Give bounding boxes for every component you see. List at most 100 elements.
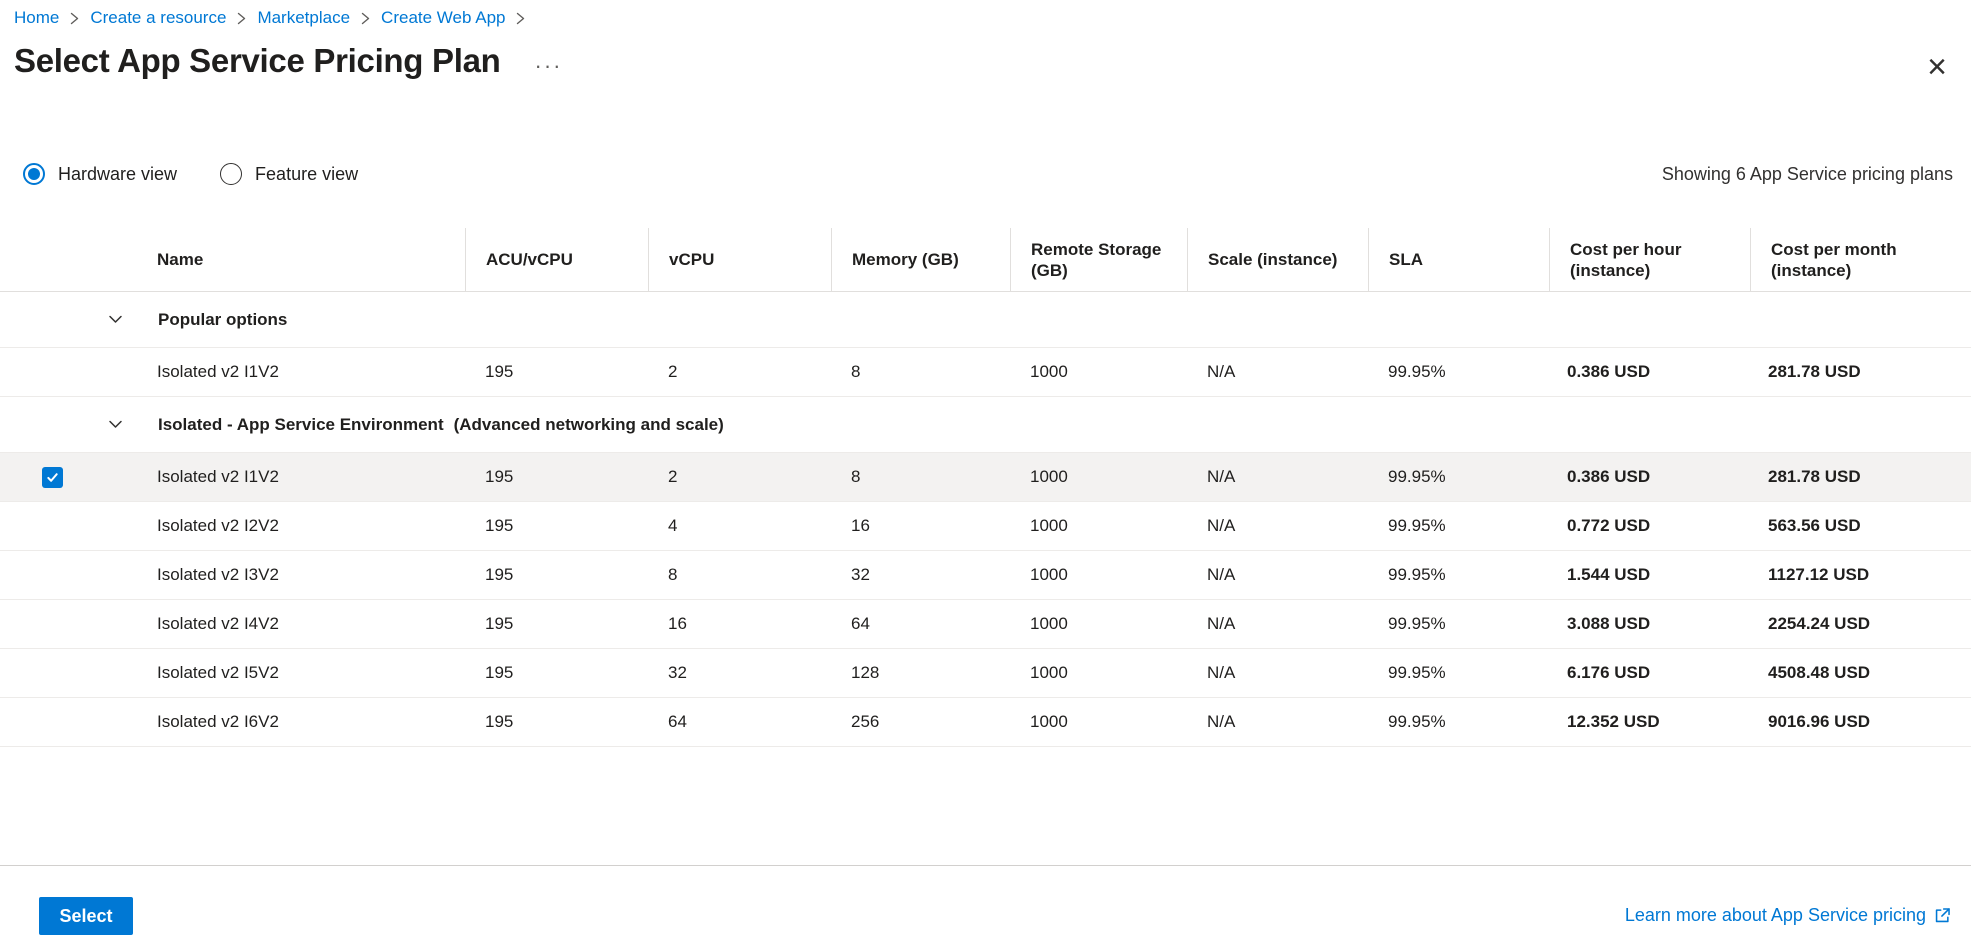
chevron-right-icon: [235, 10, 248, 27]
group-row[interactable]: Popular options: [0, 292, 1971, 348]
chevron-right-icon: [514, 10, 527, 27]
cell-cost-hour: 6.176 USD: [1567, 663, 1651, 682]
table-row[interactable]: Isolated v2 I2V2 195 4 16 1000 N/A 99.95…: [0, 502, 1971, 551]
chevron-right-icon: [359, 10, 372, 27]
row-checkbox[interactable]: [42, 466, 63, 488]
radio-icon: [220, 163, 243, 185]
column-header-select: [0, 228, 120, 292]
breadcrumb-link[interactable]: Marketplace: [257, 8, 351, 27]
cell-cost-hour: 0.386 USD: [1567, 467, 1651, 486]
cell-remote-storage: 1000: [1030, 565, 1068, 584]
table-row[interactable]: Isolated v2 I4V2 195 16 64 1000 N/A 99.9…: [0, 600, 1971, 649]
cell-remote-storage: 1000: [1030, 712, 1068, 731]
cell-sla: 99.95%: [1388, 614, 1446, 633]
cell-cost-hour: 3.088 USD: [1567, 614, 1651, 633]
cell-vcpu: 32: [668, 663, 687, 682]
cell-cost-month: 9016.96 USD: [1768, 712, 1871, 731]
cell-scale: N/A: [1207, 614, 1236, 633]
cell-cost-hour: 1.544 USD: [1567, 565, 1651, 584]
cell-remote-storage: 1000: [1030, 516, 1068, 535]
cell-name: Isolated v2 I1V2: [157, 467, 279, 486]
cell-acu: 195: [485, 565, 514, 584]
cell-name: Isolated v2 I3V2: [157, 565, 279, 584]
radio-icon: [23, 163, 45, 185]
cell-memory: 16: [851, 516, 870, 535]
column-header-cost-hour: Cost per hour (instance): [1549, 228, 1750, 292]
cell-name: Isolated v2 I6V2: [157, 712, 279, 731]
view-toggle: Hardware view Feature view: [23, 163, 401, 185]
table-header-row: Name ACU/vCPU vCPU Memory (GB) Remote St…: [0, 228, 1971, 292]
cell-vcpu: 8: [668, 565, 678, 584]
table-row[interactable]: Isolated v2 I1V2 195 2 8 1000 N/A 99.95%…: [0, 348, 1971, 397]
page-title: Select App Service Pricing Plan: [14, 42, 501, 79]
cell-scale: N/A: [1207, 362, 1236, 381]
group-row[interactable]: Isolated - App Service Environment (Adva…: [0, 397, 1971, 453]
table-body: Popular options Isolated v2 I1V2 195 2 8…: [0, 292, 1971, 747]
cell-memory: 8: [851, 362, 861, 381]
table-row[interactable]: Isolated v2 I6V2 195 64 256 1000 N/A 99.…: [0, 698, 1971, 747]
column-header-name: Name: [157, 250, 204, 270]
cell-cost-hour: 0.772 USD: [1567, 516, 1651, 535]
radio-hardware-view[interactable]: Hardware view: [23, 163, 177, 185]
cell-vcpu: 64: [668, 712, 687, 731]
cell-remote-storage: 1000: [1030, 467, 1068, 486]
table-row[interactable]: Isolated v2 I3V2 195 8 32 1000 N/A 99.95…: [0, 551, 1971, 600]
cell-acu: 195: [485, 663, 514, 682]
cell-cost-month: 281.78 USD: [1768, 362, 1861, 381]
cell-memory: 256: [851, 712, 880, 731]
cell-scale: N/A: [1207, 467, 1236, 486]
group-label: Popular options: [158, 309, 288, 329]
cell-name: Isolated v2 I2V2: [157, 516, 279, 535]
cell-memory: 128: [851, 663, 880, 682]
table-row[interactable]: Isolated v2 I5V2 195 32 128 1000 N/A 99.…: [0, 649, 1971, 698]
cell-name: Isolated v2 I1V2: [157, 362, 279, 381]
footer-divider: [0, 865, 1971, 866]
cell-acu: 195: [485, 362, 514, 381]
cell-vcpu: 16: [668, 614, 687, 633]
cell-vcpu: 2: [668, 362, 678, 381]
table-row[interactable]: Isolated v2 I1V2 195 2 8 1000 N/A 99.95%…: [0, 453, 1971, 502]
group-label: Isolated - App Service Environment: [158, 414, 444, 434]
cell-memory: 8: [851, 467, 861, 486]
more-options-icon[interactable]: ···: [534, 53, 563, 78]
breadcrumb: Home Create a resource Marketplace Creat…: [14, 8, 536, 28]
cell-remote-storage: 1000: [1030, 614, 1068, 633]
column-header-scale: Scale (instance): [1187, 228, 1368, 292]
cell-sla: 99.95%: [1388, 712, 1446, 731]
breadcrumb-link[interactable]: Create Web App: [381, 8, 506, 27]
radio-feature-view[interactable]: Feature view: [220, 163, 358, 185]
cell-vcpu: 4: [668, 516, 678, 535]
plans-count-summary: Showing 6 App Service pricing plans: [1661, 163, 1953, 184]
cell-memory: 64: [851, 614, 870, 633]
cell-name: Isolated v2 I5V2: [157, 663, 279, 682]
learn-more-link[interactable]: Learn more about App Service pricing: [1625, 905, 1952, 926]
select-button[interactable]: Select: [39, 897, 133, 935]
radio-label: Hardware view: [58, 163, 178, 184]
external-link-icon: [1933, 906, 1952, 925]
cell-remote-storage: 1000: [1030, 362, 1068, 381]
column-header-sla: SLA: [1368, 228, 1549, 292]
chevron-right-icon: [68, 10, 81, 27]
chevron-down-icon[interactable]: [107, 311, 124, 328]
column-header-acu: ACU/vCPU: [465, 228, 648, 292]
chevron-down-icon[interactable]: [107, 416, 124, 433]
breadcrumb-link[interactable]: Home: [14, 8, 60, 27]
cell-cost-month: 1127.12 USD: [1768, 565, 1870, 584]
learn-more-label: Learn more about App Service pricing: [1624, 905, 1926, 925]
cell-remote-storage: 1000: [1030, 663, 1068, 682]
cell-cost-month: 281.78 USD: [1768, 467, 1861, 486]
close-icon[interactable]: ×: [1927, 48, 1947, 86]
column-header-remote-storage: Remote Storage (GB): [1010, 228, 1187, 292]
breadcrumb-link[interactable]: Create a resource: [90, 8, 227, 27]
cell-sla: 99.95%: [1388, 362, 1446, 381]
cell-vcpu: 2: [668, 467, 678, 486]
cell-acu: 195: [485, 712, 514, 731]
cell-acu: 195: [485, 516, 514, 535]
column-header-cost-month: Cost per month (instance): [1750, 228, 1971, 292]
cell-cost-month: 563.56 USD: [1768, 516, 1861, 535]
cell-memory: 32: [851, 565, 870, 584]
cell-sla: 99.95%: [1388, 516, 1446, 535]
pricing-table: Name ACU/vCPU vCPU Memory (GB) Remote St…: [0, 228, 1971, 747]
radio-label: Feature view: [255, 163, 359, 184]
cell-acu: 195: [485, 614, 514, 633]
